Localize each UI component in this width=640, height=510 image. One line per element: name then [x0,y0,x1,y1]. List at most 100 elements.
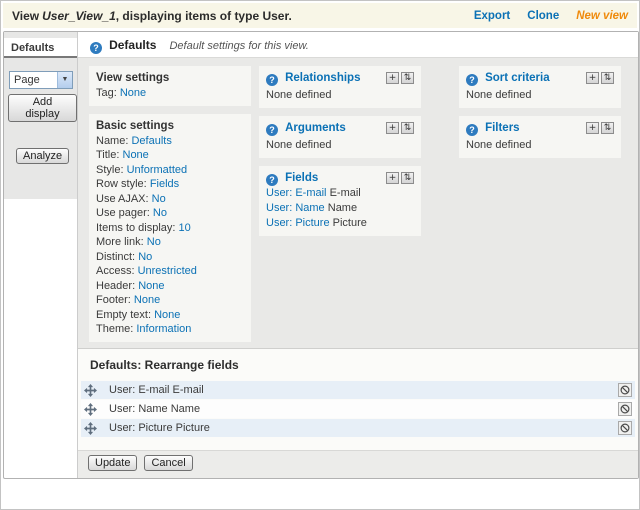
setting-value-link[interactable]: Unformatted [126,163,188,176]
add-display-button[interactable]: Add display [8,94,77,122]
arguments-rearrange-button[interactable]: ⇅ [401,122,414,134]
new-view-link[interactable]: New view [576,9,628,22]
sort-criteria-box: + ⇅ ? Sort criteria None defined [459,66,621,108]
drag-handle-icon[interactable] [84,421,97,435]
views-ui-container: Defaults Page ▼ Add display Analyze ? De… [3,31,639,479]
field-link[interactable]: User: E-mail [266,187,327,199]
basic-settings-box: Basic settings Name: Defaults Title: Non… [89,113,251,342]
display-type-select-value: Page [14,74,40,86]
settings-column-2: + ⇅ ? Relationships None defined + ⇅ ? Arg… [259,66,421,244]
settings-column-1: View settings Tag: None Basic settings N… [89,66,251,350]
setting-row: Tag: None [96,86,244,101]
filters-title-link[interactable]: Filters [485,122,520,134]
help-icon[interactable]: ? [266,174,278,186]
field-label: Picture [332,217,367,229]
sort-criteria-actions: + ⇅ [584,72,614,84]
setting-row: Footer: None [96,293,244,308]
relationships-add-button[interactable]: + [386,72,399,84]
setting-value-link[interactable]: Fields [149,178,180,190]
sort-criteria-empty-text: None defined [466,89,532,101]
setting-row: Distinct: No [96,250,244,265]
setting-row: Items to display: 10 [96,221,244,236]
setting-value-link[interactable]: Defaults [131,134,172,147]
table-row: User: Picture Picture [81,419,635,437]
help-icon[interactable]: ? [266,74,278,86]
arguments-actions: + ⇅ [384,122,414,134]
tab-defaults[interactable]: Defaults [4,38,77,58]
setting-value-link[interactable]: Information [136,323,192,335]
remove-field-button[interactable] [618,402,632,416]
fields-title-link[interactable]: Fields [285,172,319,184]
help-icon[interactable]: ? [466,124,478,136]
setting-row: Style: Unformatted [96,163,244,178]
setting-label: More link: [96,236,144,248]
setting-value-link[interactable]: None [119,87,147,99]
arguments-add-button[interactable]: + [386,122,399,134]
chevron-down-icon: ▼ [57,72,72,88]
defaults-header: ? Defaults Default settings for this vie… [78,32,638,57]
relationships-actions: + ⇅ [384,72,414,84]
setting-value-link[interactable]: No [152,207,167,219]
setting-row: Use pager: No [96,206,244,221]
help-icon[interactable]: ? [466,74,478,86]
sort-criteria-title-link[interactable]: Sort criteria [485,72,550,84]
setting-value-link[interactable]: Unrestricted [137,265,197,277]
help-icon[interactable]: ? [266,124,278,136]
display-type-select[interactable]: Page ▼ [9,71,73,89]
setting-row: Header: None [96,279,244,294]
form-actions: Update Cancel [78,450,638,478]
setting-value-link[interactable]: No [151,192,166,205]
field-link[interactable]: User: Name [266,202,325,214]
help-icon[interactable]: ? [90,42,102,54]
display-sidebar: Defaults Page ▼ Add display Analyze [4,32,77,199]
fields-actions: + ⇅ [384,172,414,184]
setting-label: Name: [96,134,129,147]
arguments-title-link[interactable]: Arguments [285,122,346,134]
view-settings-title: View settings [96,72,170,84]
setting-value-link[interactable]: 10 [178,221,191,234]
clone-link[interactable]: Clone [527,9,560,22]
setting-value-link[interactable]: None [154,308,181,321]
field-link[interactable]: User: Picture [266,217,330,229]
page-title-suffix: , displaying items of type User. [115,8,292,23]
filters-rearrange-button[interactable]: ⇅ [601,122,614,134]
remove-field-button[interactable] [618,421,632,435]
table-row: User: E-mail E-mail [81,381,635,399]
relationships-title-link[interactable]: Relationships [285,72,361,84]
view-settings-box: View settings Tag: None [89,66,251,106]
update-button[interactable]: Update [88,455,138,471]
setting-label: Footer: [96,294,131,306]
setting-row: Name: Defaults [96,134,244,149]
fields-rearrange-button[interactable]: ⇅ [401,172,414,184]
field-label: Name [327,202,358,214]
fields-add-button[interactable]: + [386,172,399,184]
remove-icon [620,385,630,395]
defaults-header-description: Default settings for this view. [169,40,309,52]
filters-add-button[interactable]: + [586,122,599,134]
setting-value-link[interactable]: None [138,279,165,292]
export-link[interactable]: Export [473,9,511,22]
cancel-button[interactable]: Cancel [144,455,193,471]
setting-value-link[interactable]: None [122,149,149,161]
sort-criteria-rearrange-button[interactable]: ⇅ [601,72,614,84]
setting-label: Row style: [96,178,147,190]
remove-field-button[interactable] [618,383,632,397]
setting-value-link[interactable]: No [138,250,153,263]
rearrange-title: Defaults: Rearrange fields [90,358,239,372]
page-title: View User_View_1, displaying items of typ… [12,9,292,23]
table-row: User: Name Name [81,400,635,418]
filters-actions: + ⇅ [584,122,614,134]
setting-value-link[interactable]: None [133,294,161,306]
sort-criteria-add-button[interactable]: + [586,72,599,84]
relationships-rearrange-button[interactable]: ⇅ [401,72,414,84]
setting-label: Use pager: [96,207,150,219]
field-item: User: E-mail E-mail [266,186,414,201]
drag-handle-icon[interactable] [84,383,97,397]
arguments-box: + ⇅ ? Arguments None defined [259,116,421,158]
setting-row: Use AJAX: No [96,192,244,207]
filters-box: + ⇅ ? Filters None defined [459,116,621,158]
top-bar: View User_View_1, displaying items of typ… [3,3,637,28]
drag-handle-icon[interactable] [84,402,97,416]
setting-value-link[interactable]: No [146,236,161,248]
analyze-button[interactable]: Analyze [16,148,70,164]
